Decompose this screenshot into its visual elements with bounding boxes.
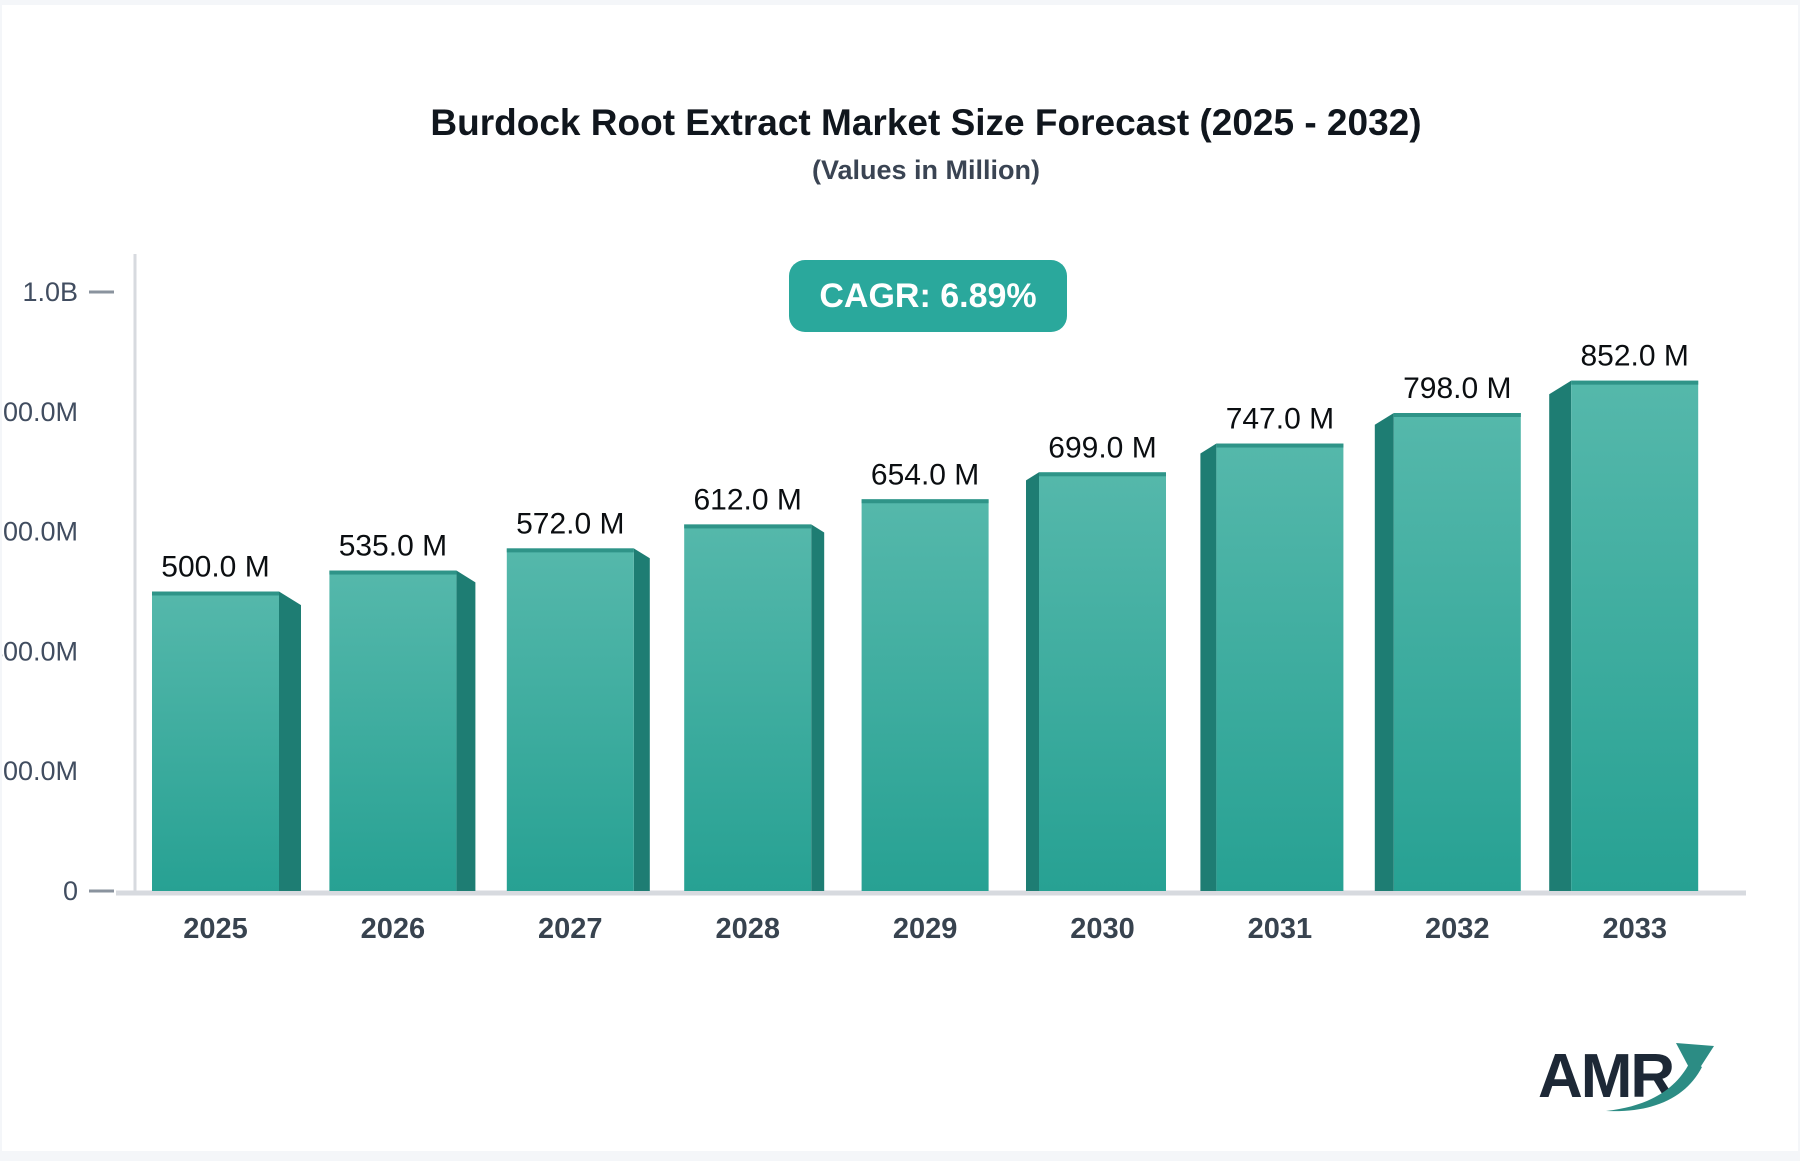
bar-2029[interactable]: 654.0 M 2029 <box>861 458 989 945</box>
x-category-label: 2029 <box>893 913 958 945</box>
bar-side <box>279 591 301 891</box>
bar-top-edge <box>1216 443 1344 448</box>
bar-top-edge <box>1571 380 1699 385</box>
bar-side <box>1026 472 1039 891</box>
x-category-label: 2026 <box>361 913 426 945</box>
y-tick-label: 0 <box>63 876 78 906</box>
bar-top-edge <box>1393 412 1521 417</box>
bar-side <box>1374 412 1394 891</box>
bar-2025[interactable]: 500.0 M 2025 <box>152 551 301 946</box>
bar-top-edge <box>329 570 457 575</box>
bar-side <box>811 524 825 891</box>
bar-face <box>1039 472 1166 891</box>
bar-value-label: 699.0 M <box>1048 431 1156 464</box>
x-category-label: 2030 <box>1070 913 1135 945</box>
bar-side <box>1200 443 1217 891</box>
y-tick-label: 1.0B <box>22 277 78 307</box>
bar-top-edge <box>684 524 812 529</box>
bar-2028[interactable]: 612.0 M 2028 <box>684 483 825 945</box>
bar-face <box>152 591 279 891</box>
bar-top-edge <box>506 548 634 553</box>
bar-value-label: 654.0 M <box>871 458 979 491</box>
bar-value-label: 572.0 M <box>516 507 624 540</box>
amr-logo: AMR <box>1538 1042 1714 1112</box>
bar-side <box>633 548 650 891</box>
bar-top-edge <box>152 591 279 596</box>
x-category-label: 2027 <box>538 913 603 945</box>
bar-value-label: 798.0 M <box>1403 372 1511 405</box>
bar-face <box>1216 443 1344 891</box>
bar-face <box>684 524 812 891</box>
bar-face <box>329 570 457 891</box>
bar-value-label: 852.0 M <box>1580 340 1688 373</box>
chart-card: Burdock Root Extract Market Size Forecas… <box>2 5 1798 1151</box>
x-category-label: 2028 <box>715 913 780 945</box>
bar-side <box>1549 380 1572 891</box>
x-category-label: 2032 <box>1425 913 1490 945</box>
bar-face <box>1393 412 1521 891</box>
bar-top-edge <box>861 499 989 504</box>
cagr-badge: CAGR: 6.89% <box>789 260 1067 332</box>
bar-side <box>456 570 476 891</box>
bar-value-label: 612.0 M <box>693 483 801 516</box>
bar-2027[interactable]: 572.0 M 2027 <box>506 507 650 945</box>
bar-top-edge <box>1039 472 1166 477</box>
bar-2031[interactable]: 747.0 M 2031 <box>1200 403 1344 945</box>
bar-face <box>861 499 989 891</box>
bar-2030[interactable]: 699.0 M 2030 <box>1026 431 1166 945</box>
chart-title: Burdock Root Extract Market Size Forecas… <box>430 102 1422 143</box>
bar-2032[interactable]: 798.0 M 2032 <box>1374 372 1521 945</box>
bar-value-label: 535.0 M <box>339 530 447 563</box>
y-tick-label: 600.0M <box>2 517 78 547</box>
chart-subtitle: (Values in Million) <box>811 155 1041 185</box>
x-category-label: 2031 <box>1248 913 1313 945</box>
bar-value-label: 747.0 M <box>1226 403 1334 436</box>
bar-2026[interactable]: 535.0 M 2026 <box>329 530 476 945</box>
amr-logo-arrow-head-icon <box>1676 1043 1714 1077</box>
bar-2033[interactable]: 852.0 M 2033 <box>1549 340 1699 945</box>
x-category-label: 2025 <box>183 913 248 945</box>
chart-canvas: 1.0B 800.0M 600.0M 400.0M 200.0M 0 500.0 M 2025… <box>2 254 1746 946</box>
y-tick-label: 400.0M <box>2 636 78 666</box>
bar-face <box>1571 380 1699 891</box>
y-tick-label: 800.0M <box>2 397 78 427</box>
x-category-label: 2033 <box>1602 913 1667 945</box>
y-tick-label: 200.0M <box>2 756 78 786</box>
bar-face <box>506 548 634 891</box>
cagr-badge-label: CAGR: 6.89% <box>819 276 1037 315</box>
bar-value-label: 500.0 M <box>161 551 269 584</box>
